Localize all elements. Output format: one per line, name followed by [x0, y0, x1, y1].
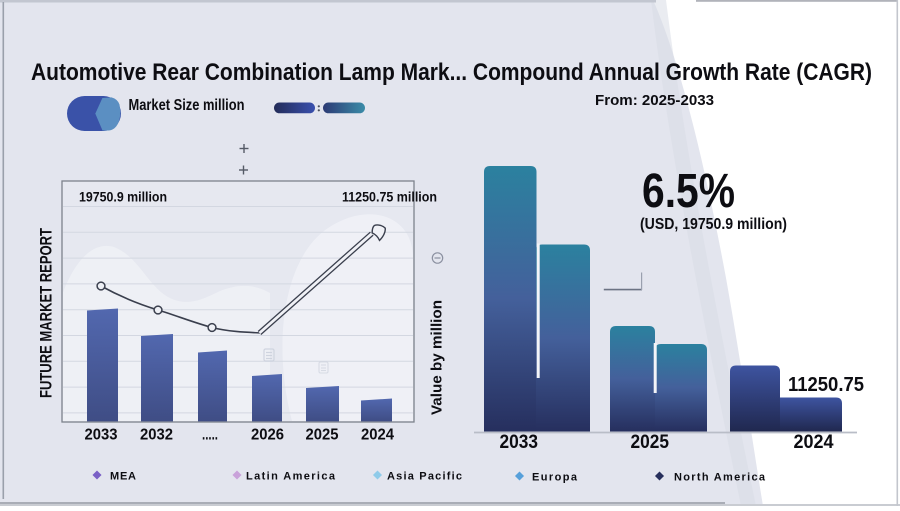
svg-text:11250.75 million: 11250.75 million	[342, 189, 437, 205]
svg-text:6.5%: 6.5%	[642, 165, 735, 218]
svg-text:Automotive Rear Combination La: Automotive Rear Combination Lamp Mark...…	[31, 59, 872, 86]
svg-text:Market Size million: Market Size million	[129, 97, 245, 114]
svg-text:Value by million: Value by million	[429, 300, 446, 415]
svg-text:2024: 2024	[794, 432, 834, 453]
svg-text:(USD, 19750.9 million): (USD, 19750.9 million)	[640, 216, 787, 233]
svg-text:From: 2025-2033: From: 2025-2033	[595, 92, 714, 109]
svg-text:MEA: MEA	[110, 471, 136, 483]
svg-text:Asia Pacific: Asia Pacific	[387, 471, 462, 483]
svg-text:2025: 2025	[306, 427, 339, 444]
svg-text:2033: 2033	[85, 427, 118, 444]
svg-text:19750.9 million: 19750.9 million	[79, 189, 167, 205]
svg-text:2032: 2032	[140, 427, 173, 444]
svg-text:11250.75: 11250.75	[788, 374, 864, 396]
svg-text:2026: 2026	[251, 427, 284, 444]
svg-text:2033: 2033	[500, 432, 539, 453]
svg-text:2025: 2025	[631, 432, 670, 453]
svg-text:North America: North America	[674, 472, 766, 484]
svg-text:Latin America: Latin America	[246, 471, 336, 483]
svg-text:FUTURE MARKET REPORT: FUTURE MARKET REPORT	[37, 228, 56, 398]
svg-text:Europa: Europa	[532, 472, 578, 484]
svg-text:2024: 2024	[361, 427, 394, 444]
svg-text:.....: .....	[202, 427, 218, 444]
